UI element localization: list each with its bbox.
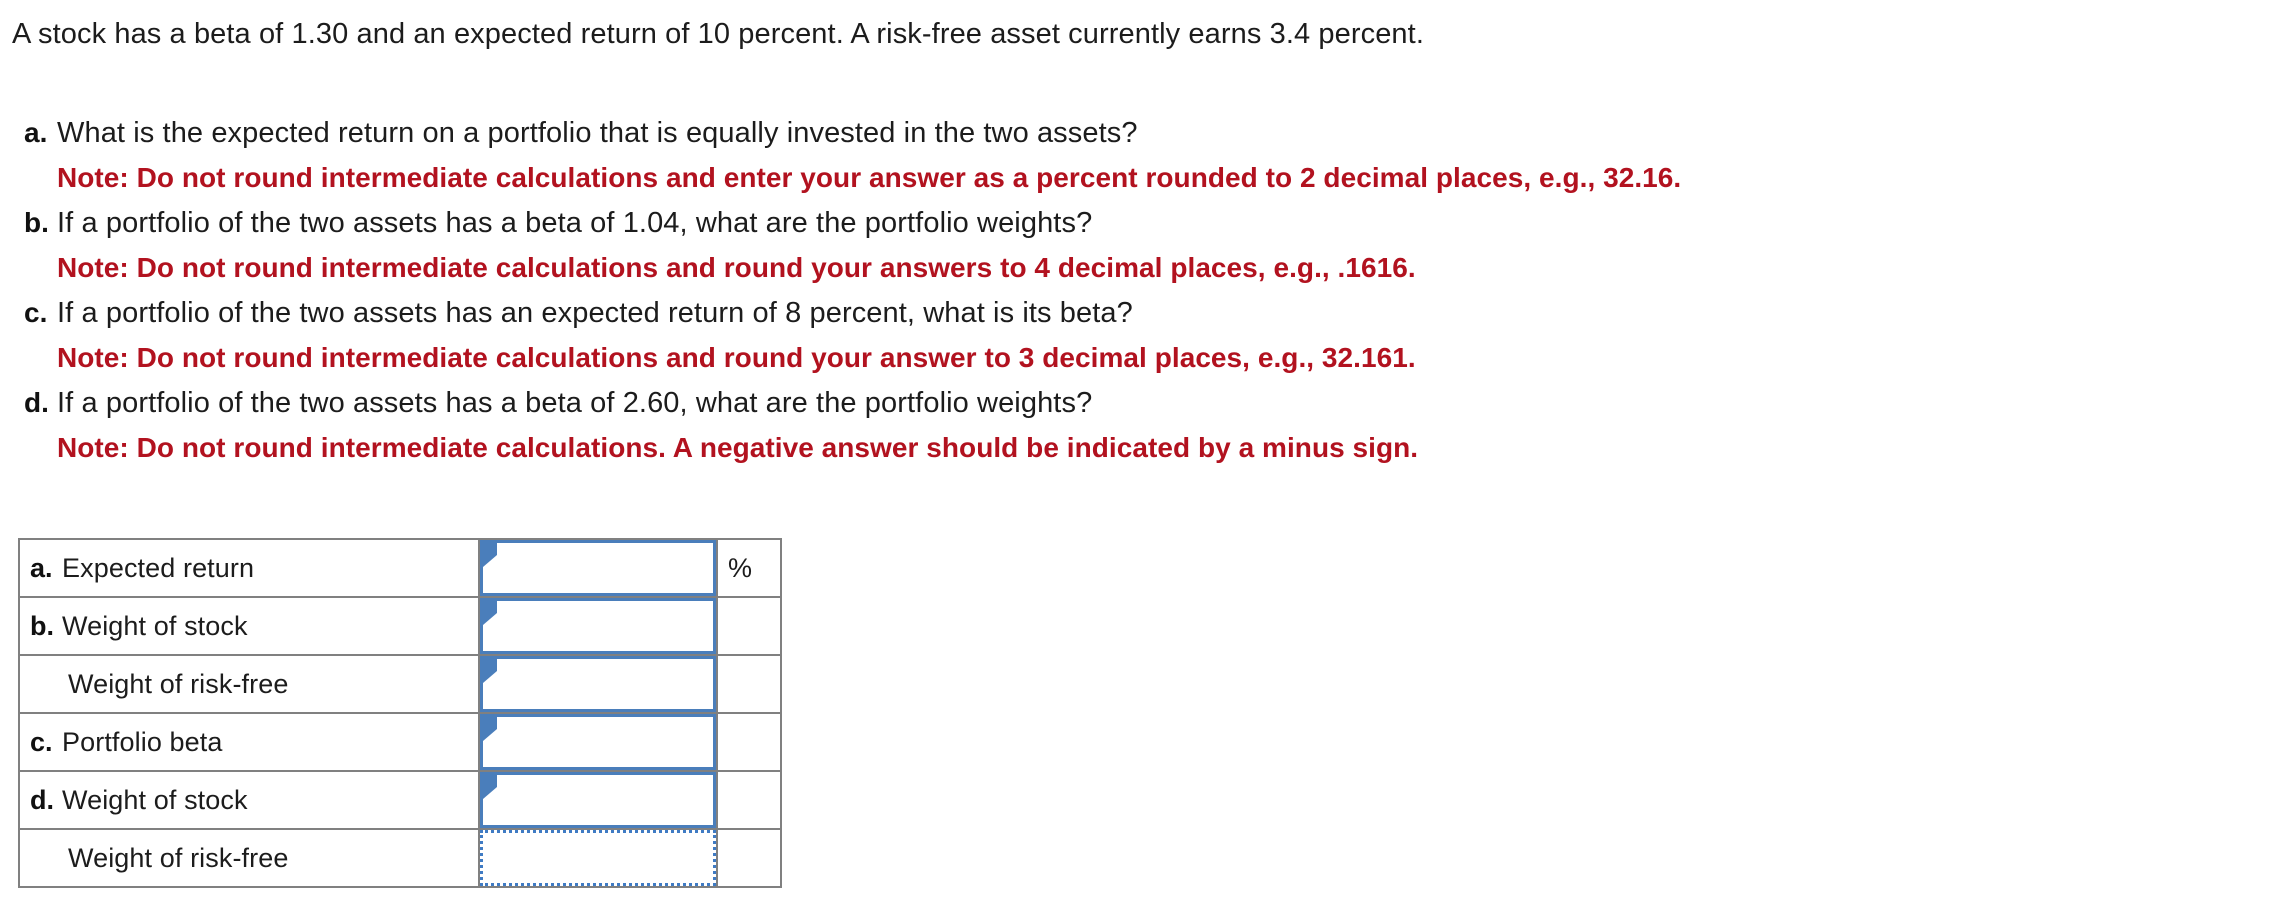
answer-unit-cell	[716, 596, 782, 656]
question-text-c: If a portfolio of the two assets has an …	[57, 297, 1133, 329]
answer-row-label: Weight of risk-free	[68, 668, 289, 699]
question-item-b: b. If a portfolio of the two assets has …	[24, 200, 2274, 290]
question-line-a: a. What is the expected return on a port…	[24, 110, 2274, 155]
answer-label-cell: b. Weight of stock	[18, 596, 480, 656]
answer-label-cell: c. Portfolio beta	[18, 712, 480, 772]
question-letter-d: d.	[24, 387, 49, 418]
question-text-a: What is the expected return on a portfol…	[57, 117, 1138, 149]
answer-input-cell[interactable]	[478, 828, 718, 888]
question-note-b: Note: Do not round intermediate calculat…	[57, 252, 1416, 283]
problem-intro-text: A stock has a beta of 1.30 and an expect…	[12, 18, 1424, 50]
table-row: b. Weight of stock	[18, 596, 782, 656]
note-indent-spacer	[24, 245, 57, 290]
question-text-d: If a portfolio of the two assets has a b…	[57, 387, 1093, 419]
question-item-d: d. If a portfolio of the two assets has …	[24, 380, 2274, 470]
answer-unit-cell	[716, 654, 782, 714]
note-indent-spacer	[24, 155, 57, 200]
answer-table: a. Expected return %	[18, 538, 782, 888]
question-note-line-d: Note: Do not round intermediate calculat…	[24, 425, 2274, 470]
answer-input-weight-of-risk-free-b[interactable]	[480, 656, 716, 712]
question-note-line-a: Note: Do not round intermediate calculat…	[24, 155, 2274, 200]
answer-label-cell: a. Expected return	[18, 538, 480, 598]
answer-unit-label	[718, 656, 780, 712]
answer-row-letter: c.	[30, 726, 53, 757]
question-line-d: d. If a portfolio of the two assets has …	[24, 380, 2274, 425]
question-list: a. What is the expected return on a port…	[24, 110, 2274, 470]
question-text-b: If a portfolio of the two assets has a b…	[57, 207, 1093, 239]
note-indent-spacer	[24, 335, 57, 380]
question-letter-c: c.	[24, 297, 48, 328]
question-note-line-c: Note: Do not round intermediate calculat…	[24, 335, 2274, 380]
triangle-right-icon	[483, 543, 497, 567]
answer-row-letter: d.	[30, 784, 54, 815]
answer-input-weight-of-stock-b[interactable]	[480, 598, 716, 654]
answer-label-cell: Weight of risk-free	[18, 828, 480, 888]
answer-unit-label	[718, 772, 780, 828]
question-item-a: a. What is the expected return on a port…	[24, 110, 2274, 200]
question-line-b: b. If a portfolio of the two assets has …	[24, 200, 2274, 245]
answer-input-portfolio-beta[interactable]	[480, 714, 716, 770]
answer-unit-label	[718, 830, 780, 886]
note-indent-spacer	[24, 425, 57, 470]
question-letter-a: a.	[24, 117, 48, 148]
answer-unit-cell: %	[716, 538, 782, 598]
answer-unit-cell	[716, 828, 782, 888]
answer-row-label: Weight of risk-free	[68, 842, 289, 873]
answer-input-cell[interactable]	[478, 596, 718, 656]
answer-input-weight-of-risk-free-d[interactable]	[480, 830, 716, 886]
answer-input-cell[interactable]	[478, 770, 718, 830]
answer-unit-cell	[716, 712, 782, 772]
table-row: a. Expected return %	[18, 538, 782, 598]
answer-row-label: Weight of stock	[62, 784, 248, 815]
triangle-right-icon	[483, 659, 497, 683]
triangle-right-icon	[483, 601, 497, 625]
answer-label-cell: d. Weight of stock	[18, 770, 480, 830]
table-row: d. Weight of stock	[18, 770, 782, 830]
question-note-c: Note: Do not round intermediate calculat…	[57, 342, 1416, 373]
question-note-d: Note: Do not round intermediate calculat…	[57, 432, 1419, 463]
question-line-c: c. If a portfolio of the two assets has …	[24, 290, 2274, 335]
question-letter-b: b.	[24, 207, 49, 238]
answer-input-cell[interactable]	[478, 538, 718, 598]
table-row: c. Portfolio beta	[18, 712, 782, 772]
table-row: Weight of risk-free	[18, 828, 782, 888]
answer-label-cell: Weight of risk-free	[18, 654, 480, 714]
answer-unit-label: %	[728, 552, 753, 583]
answer-input-weight-of-stock-d[interactable]	[480, 772, 716, 828]
answer-input-cell[interactable]	[478, 654, 718, 714]
answer-input-cell[interactable]	[478, 712, 718, 772]
answer-unit-cell	[716, 770, 782, 830]
answer-row-letter: a.	[30, 552, 53, 583]
triangle-right-icon	[483, 717, 497, 741]
triangle-right-icon	[483, 775, 497, 799]
answer-input-expected-return[interactable]	[480, 540, 716, 596]
answer-row-label: Weight of stock	[62, 610, 248, 641]
answer-unit-label	[718, 598, 780, 654]
answer-row-label: Portfolio beta	[62, 726, 223, 757]
answer-row-letter: b.	[30, 610, 54, 641]
answer-row-label: Expected return	[62, 552, 255, 583]
question-note-a: Note: Do not round intermediate calculat…	[57, 162, 1682, 193]
question-note-line-b: Note: Do not round intermediate calculat…	[24, 245, 2274, 290]
question-item-c: c. If a portfolio of the two assets has …	[24, 290, 2274, 380]
table-row: Weight of risk-free	[18, 654, 782, 714]
answer-unit-label	[718, 714, 780, 770]
